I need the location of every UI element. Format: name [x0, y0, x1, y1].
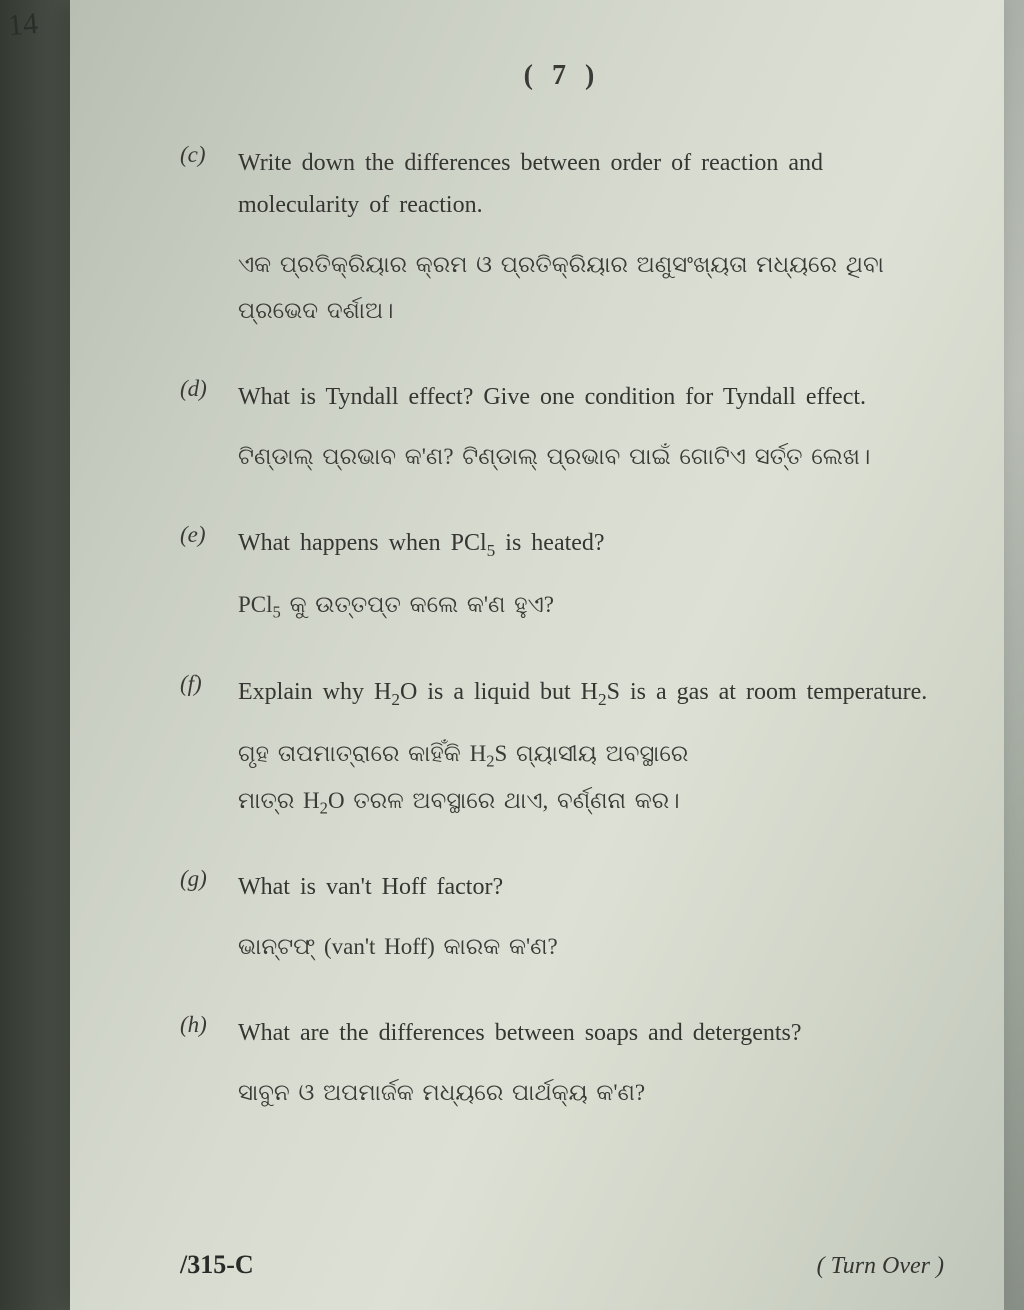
question-e: (e) What happens when PCl5 is heated? PC…	[180, 522, 944, 629]
question-text-english: Explain why H2O is a liquid but H2S is a…	[238, 671, 944, 715]
text-fragment: ଗୃହ ତାପମାତ୍ରାରେ କାହିଁକି	[238, 741, 470, 766]
text-fragment: What happens when	[238, 530, 451, 556]
question-text-odia: ସାବୁନ ଓ ଅପମାର୍ଜକ ମଧ୍ୟରେ ପାର୍ଥକ୍ୟ କ'ଣ?	[238, 1070, 944, 1116]
question-text-odia: ଟିଣ୍ଡାଲ୍ ପ୍ରଭାବ କ'ଣ? ଟିଣ୍ଡାଲ୍ ପ୍ରଭାବ ପାଇ…	[238, 434, 944, 480]
chemical-formula-pcl5: PCl5	[451, 530, 496, 556]
chemical-formula-pcl5: PCl5	[238, 592, 281, 617]
question-h: (h) What are the differences between soa…	[180, 1012, 944, 1116]
page-number: ( 7 )	[180, 60, 944, 92]
question-text-english: Write down the differences between order…	[238, 142, 944, 226]
chemical-formula-h2o: H2O	[374, 679, 417, 705]
text-fragment: is a gas at room temperature.	[620, 679, 927, 705]
question-text-odia: ଗୃହ ତାପମାତ୍ରାରେ କାହିଁକି H2S ଗ୍ୟାସୀୟ ଅବସ୍…	[238, 731, 944, 824]
chemical-formula-h2s: H2S	[470, 741, 508, 766]
text-fragment: ଗ୍ୟାସୀୟ ଅବସ୍ଥାରେ	[507, 741, 688, 766]
question-text-odia: ଏକ ପ୍ରତିକ୍ରିୟାର କ୍ରମ ଓ ପ୍ରତିକ୍ରିୟାର ଅଣୁସ…	[238, 242, 944, 334]
question-g: (g) What is van't Hoff factor? ଭାନ୍‌ଟଫ୍ …	[180, 866, 944, 970]
question-f: (f) Explain why H2O is a liquid but H2S …	[180, 671, 944, 824]
turn-over-text: ( Turn Over )	[817, 1253, 944, 1280]
text-fragment: କୁ ଉତ୍ତପ୍ତ କଲେ କ'ଣ ହୁଏ?	[281, 592, 554, 617]
exam-page: ( 7 ) (c) Write down the differences bet…	[70, 0, 1004, 1310]
chemical-formula-h2o: H2O	[303, 788, 345, 813]
question-text-odia: PCl5 କୁ ଉତ୍ତପ୍ତ କଲେ କ'ଣ ହୁଏ?	[238, 582, 944, 629]
question-label: (g)	[180, 866, 207, 892]
question-label: (f)	[180, 671, 202, 697]
question-label: (d)	[180, 376, 207, 402]
question-text-english: What happens when PCl5 is heated?	[238, 522, 944, 566]
page-edge-shadow	[0, 0, 70, 1310]
text-fragment: is a liquid but	[417, 679, 580, 705]
question-d: (d) What is Tyndall effect? Give one con…	[180, 376, 944, 480]
chemical-formula-h2s: H2S	[581, 679, 620, 705]
question-label: (h)	[180, 1012, 207, 1038]
page-footer: /315-C ( Turn Over )	[180, 1250, 944, 1280]
question-label: (c)	[180, 142, 206, 168]
question-label: (e)	[180, 522, 206, 548]
question-text-english: What are the differences between soaps a…	[238, 1012, 944, 1054]
text-fragment: ତରଳ ଅବସ୍ଥାରେ ଥାଏ, ବର୍ଣ୍ଣନା କର।	[345, 788, 680, 813]
handwritten-mark: 14	[7, 7, 40, 43]
text-fragment: Explain why	[238, 679, 374, 705]
paper-code: /315-C	[180, 1250, 254, 1280]
text-fragment: ମାତ୍ର	[238, 788, 303, 813]
question-text-english: What is Tyndall effect? Give one conditi…	[238, 376, 944, 418]
question-c: (c) Write down the differences between o…	[180, 142, 944, 334]
question-text-odia: ଭାନ୍‌ଟଫ୍ (van't Hoff) କାରକ କ'ଣ?	[238, 924, 944, 970]
text-fragment: is heated?	[495, 530, 604, 556]
question-text-english: What is van't Hoff factor?	[238, 866, 944, 908]
